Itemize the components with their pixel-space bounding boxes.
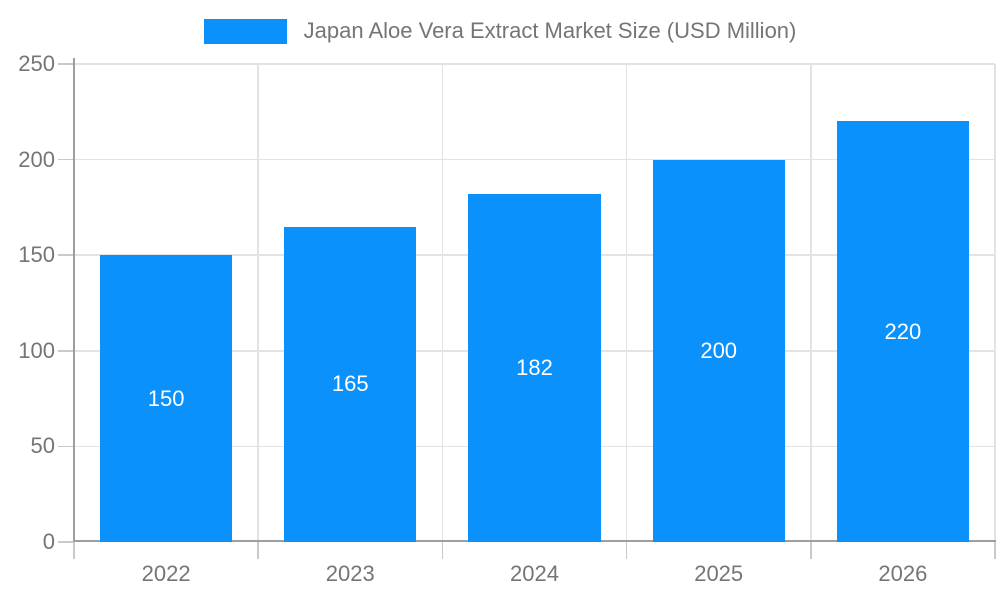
bar-value-label: 150 (147, 385, 185, 411)
y-axis-tick (58, 254, 74, 256)
bar-value-label: 220 (884, 318, 922, 344)
y-tick-label: 250 (18, 51, 55, 76)
y-gridline (74, 63, 995, 65)
bar-2022: 150 (100, 255, 233, 542)
bar-value-label: 165 (331, 371, 369, 397)
x-gridline (625, 64, 628, 542)
x-axis-tick (810, 542, 812, 559)
x-gridline (810, 64, 812, 542)
x-gridline (257, 64, 259, 542)
x-gridline (994, 64, 996, 542)
bar-value-label: 200 (700, 337, 738, 363)
legend-label: Japan Aloe Vera Extract Market Size (USD… (303, 18, 797, 43)
x-tick-label: 2025 (694, 561, 744, 586)
plot-area: 0 50 100 150 200 250 150 2022 165 2023 182 2024 200 2… (18, 51, 996, 586)
y-axis-tick (58, 541, 74, 543)
bar-value-label: 182 (516, 355, 553, 380)
y-tick-label: 0 (42, 529, 55, 554)
bar-2025: 200 (652, 159, 785, 542)
x-axis-tick (625, 542, 628, 559)
y-tick-label: 200 (18, 146, 55, 172)
bar-2024: 182 (468, 194, 601, 542)
y-axis-tick (58, 63, 74, 65)
legend-swatch (203, 18, 287, 44)
y-axis-line (73, 58, 75, 542)
legend: Japan Aloe Vera Extract Market Size (USD… (0, 18, 1000, 44)
y-axis-tick (58, 350, 74, 352)
y-tick-label: 150 (18, 242, 55, 268)
y-axis-tick (58, 158, 74, 161)
x-axis-tick (257, 542, 259, 559)
x-tick-label: 2026 (878, 561, 928, 586)
y-gridline (74, 158, 995, 161)
x-axis-tick (441, 542, 444, 559)
x-axis-tick (73, 542, 75, 559)
bar-2023: 165 (284, 226, 417, 542)
x-tick-label: 2024 (510, 561, 559, 586)
bar-2026: 220 (836, 121, 969, 542)
y-tick-label: 100 (18, 337, 55, 363)
x-tick-label: 2023 (325, 561, 375, 586)
x-axis-tick (994, 542, 996, 559)
y-tick-label: 50 (30, 433, 55, 459)
x-gridline (441, 64, 444, 542)
y-axis-tick (58, 445, 74, 448)
x-tick-label: 2022 (141, 561, 191, 586)
